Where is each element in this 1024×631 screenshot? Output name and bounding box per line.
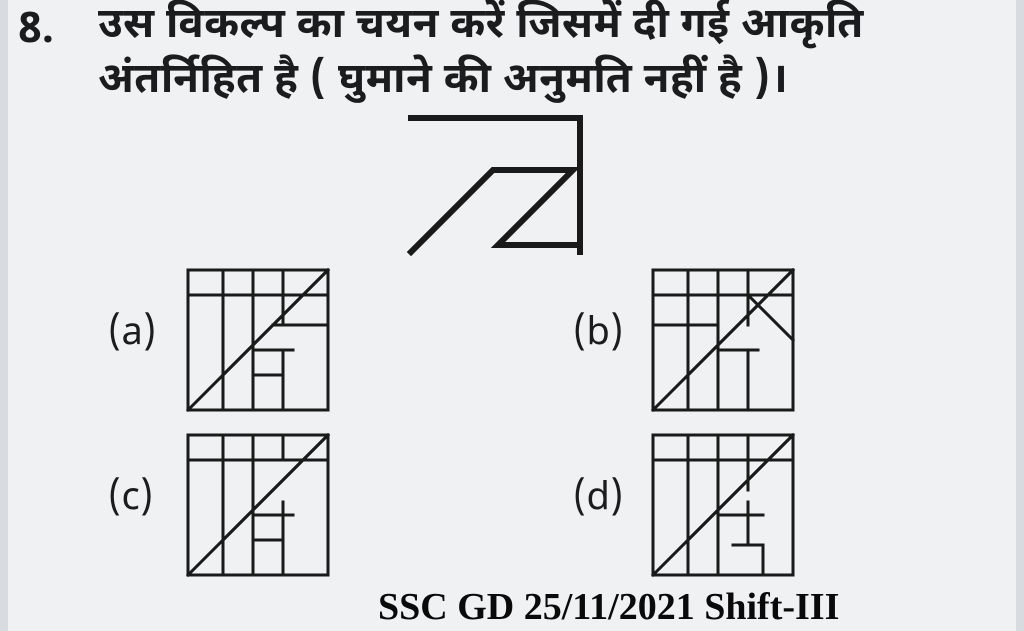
- question-page: 8. उस विकल्प का चयन करें जिसमें दी गई आक…: [8, 0, 1016, 631]
- question-number: 8.: [18, 5, 54, 60]
- question-text-line1: उस विकल्प का चयन करें जिसमें दी गई आकृति: [98, 0, 864, 55]
- option-figure-b: [648, 265, 798, 415]
- option-label-d: (d): [573, 475, 623, 525]
- exam-source: SSC GD 25/11/2021 Shift-III: [378, 585, 839, 629]
- main-figure: [403, 110, 588, 260]
- option-figure-a: [183, 265, 333, 415]
- option-figure-d: [648, 430, 798, 580]
- option-label-b: (b): [573, 310, 623, 360]
- option-figure-c: [183, 430, 333, 580]
- question-text-line2: अंतर्निहित है ( घुमाने की अनुमति नहीं है…: [98, 55, 788, 110]
- option-label-a: (a): [108, 310, 156, 360]
- option-label-c: (c): [108, 475, 153, 525]
